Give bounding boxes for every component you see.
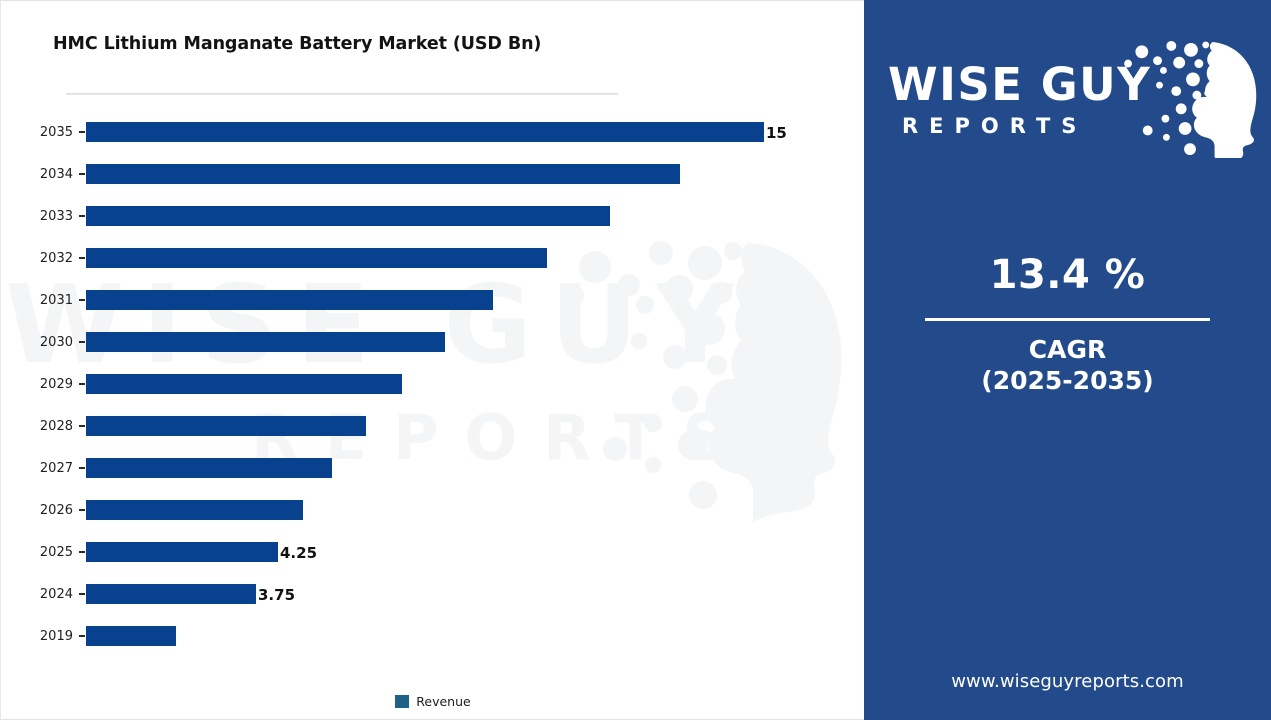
y-axis-tick-mark <box>79 425 85 427</box>
bar-row: 2026 <box>1 489 864 531</box>
y-axis-tick-label: 2025 <box>39 545 73 560</box>
y-axis-tick-label: 2030 <box>39 335 73 350</box>
bar-row: 2024 3.75 <box>1 573 864 615</box>
bar-2031[interactable] <box>86 290 493 310</box>
chart-title: HMC Lithium Manganate Battery Market (US… <box>53 34 542 54</box>
brand-logo: WISE GUY REPORTS <box>864 34 1271 160</box>
y-axis-tick-label: 2033 <box>39 209 73 224</box>
legend-label-revenue: Revenue <box>416 694 471 709</box>
y-axis-tick-label: 2028 <box>39 419 73 434</box>
title-divider <box>66 93 618 95</box>
cagr-value: 13.4 % <box>989 252 1146 298</box>
bar-row: 2025 4.25 <box>1 531 864 573</box>
y-axis-tick-mark <box>79 341 85 343</box>
bar-2026[interactable] <box>86 500 303 520</box>
y-axis-tick-mark <box>79 215 85 217</box>
bar-row: 2030 <box>1 321 864 363</box>
bar-value-label: 4.25 <box>280 544 318 562</box>
bar-row: 2019 <box>1 615 864 657</box>
y-axis-tick-mark <box>79 551 85 553</box>
y-axis-tick-label: 2024 <box>39 587 73 602</box>
bar-row: 2029 <box>1 363 864 405</box>
bar-2033[interactable] <box>86 206 610 226</box>
bar-row: 2028 <box>1 405 864 447</box>
y-axis-tick-mark <box>79 593 85 595</box>
y-axis-tick-label: 2027 <box>39 461 73 476</box>
logo-head-icon <box>1124 40 1257 158</box>
y-axis-tick-mark <box>79 467 85 469</box>
cagr-label-line2: (2025-2035) <box>981 365 1154 395</box>
bar-row: 2034 <box>1 153 864 195</box>
y-axis-tick-mark <box>79 509 85 511</box>
y-axis-tick-mark <box>79 299 85 301</box>
y-axis-tick-label: 2031 <box>39 293 73 308</box>
logo-text-wiseguy: WISE GUY <box>888 58 1152 111</box>
y-axis-tick-label: 2035 <box>39 125 73 140</box>
bar-row: 2027 <box>1 447 864 489</box>
y-axis-tick-mark <box>79 383 85 385</box>
bar-row: 2035 15 <box>1 111 864 153</box>
bar-value-label: 3.75 <box>258 586 296 604</box>
y-axis-tick-label: 2034 <box>39 167 73 182</box>
plot-area: 2035 15 2034 2033 2032 2031 2030 2029 2028 2027 20… <box>1 109 864 669</box>
y-axis-tick-mark <box>79 131 85 133</box>
chart-panel: WISE GUY REPORTS <box>0 0 864 720</box>
website-url[interactable]: www.wiseguyreports.com <box>951 671 1184 692</box>
bar-2030[interactable] <box>86 332 445 352</box>
bar-2035[interactable] <box>86 122 764 142</box>
bar-2029[interactable] <box>86 374 402 394</box>
y-axis-tick-label: 2029 <box>39 377 73 392</box>
bar-row: 2032 <box>1 237 864 279</box>
brand-panel: WISE GUY REPORTS <box>864 0 1271 720</box>
legend-swatch-revenue <box>395 695 410 708</box>
bar-2019[interactable] <box>86 626 176 646</box>
logo-text-reports: REPORTS <box>902 114 1088 138</box>
chart-legend: Revenue <box>1 694 864 709</box>
bar-2027[interactable] <box>86 458 332 478</box>
bar-2034[interactable] <box>86 164 680 184</box>
bar-2032[interactable] <box>86 248 547 268</box>
y-axis-tick-mark <box>79 257 85 259</box>
cagr-block: 13.4 % CAGR (2025-2035) <box>864 252 1271 396</box>
y-axis-tick-mark <box>79 635 85 637</box>
y-axis-tick-label: 2026 <box>39 503 73 518</box>
bar-2024[interactable] <box>86 584 256 604</box>
y-axis-tick-label: 2019 <box>39 629 73 644</box>
bar-2028[interactable] <box>86 416 366 436</box>
bar-row: 2031 <box>1 279 864 321</box>
bar-value-label: 15 <box>766 124 787 142</box>
y-axis-tick-label: 2032 <box>39 251 73 266</box>
cagr-label-line1: CAGR <box>1028 335 1107 364</box>
cagr-divider <box>925 318 1210 321</box>
bar-row: 2033 <box>1 195 864 237</box>
y-axis-tick-mark <box>79 173 85 175</box>
bar-2025[interactable] <box>86 542 278 562</box>
